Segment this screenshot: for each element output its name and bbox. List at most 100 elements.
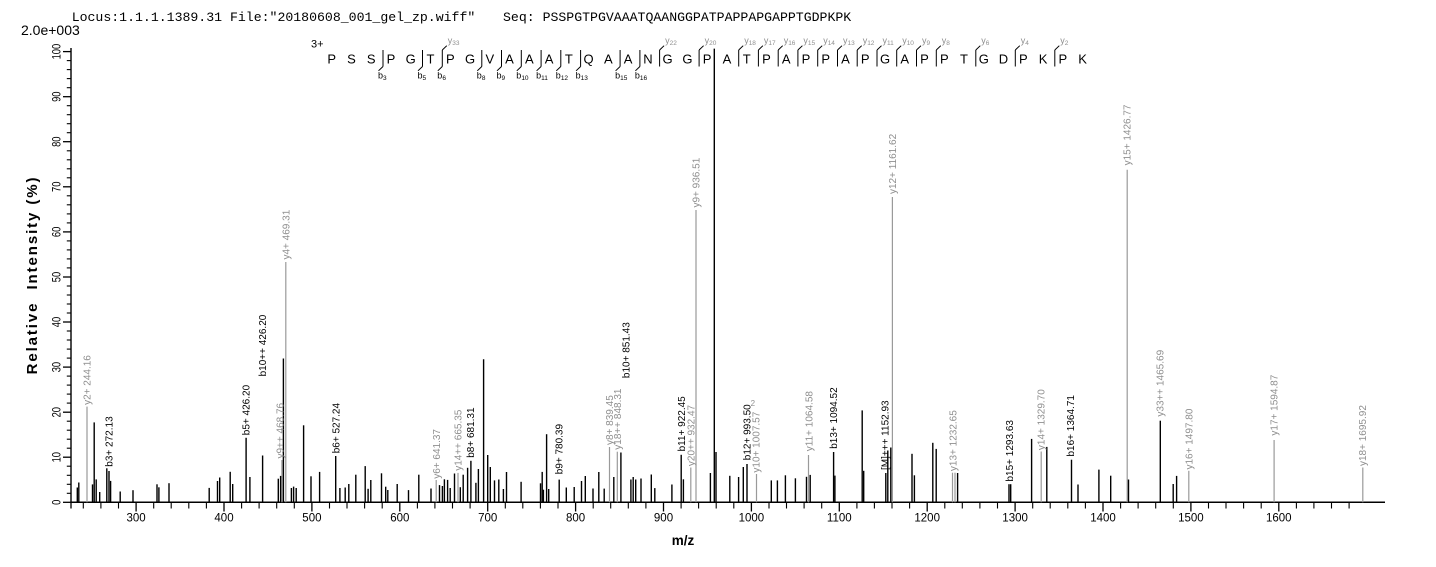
svg-text:S: S (347, 51, 356, 66)
svg-text:y9+ 936.51: y9+ 936.51 (692, 157, 703, 207)
svg-text:Q: Q (584, 51, 594, 66)
svg-text:P: P (1058, 51, 1067, 66)
svg-text:700: 700 (478, 513, 497, 525)
svg-text:y8+ 839.45: y8+ 839.45 (605, 395, 616, 445)
svg-text:Seq: PSSPGTPGVAAATQAANGGPATPAP: Seq: PSSPGTPGVAAATQAANGGPATPAPPAPGAPPTGD… (503, 10, 851, 25)
svg-text:A: A (900, 51, 909, 66)
svg-text:2: 2 (751, 399, 756, 408)
svg-text:G: G (663, 51, 673, 66)
svg-text:A: A (545, 51, 554, 66)
svg-text:900: 900 (654, 513, 673, 525)
svg-text:N: N (643, 51, 652, 66)
svg-text:y12+ 1161.62: y12+ 1161.62 (888, 133, 899, 194)
svg-text:0: 0 (50, 500, 63, 505)
svg-text:y16+ 1497.80: y16+ 1497.80 (1185, 408, 1196, 469)
svg-text:P: P (327, 51, 336, 66)
svg-text:P: P (920, 51, 929, 66)
svg-text:T: T (427, 51, 435, 66)
svg-text:b6: b6 (437, 71, 446, 83)
svg-text:A: A (723, 51, 732, 66)
svg-text:y11: y11 (883, 36, 895, 48)
svg-text:P: P (1019, 51, 1028, 66)
svg-text:b10++ 426.20: b10++ 426.20 (258, 314, 269, 376)
svg-text:2.0e+003: 2.0e+003 (21, 22, 80, 38)
svg-text:Locus:1.1.1.1389.31 File:"2018: Locus:1.1.1.1389.31 File:"20180608_001_g… (72, 10, 476, 25)
svg-text:D: D (999, 51, 1008, 66)
svg-text:V: V (485, 51, 494, 66)
svg-text:600: 600 (390, 513, 409, 525)
svg-text:P: P (802, 51, 811, 66)
svg-text:y9: y9 (922, 36, 931, 48)
svg-text:b15: b15 (615, 71, 628, 83)
svg-text:100: 100 (50, 44, 63, 60)
svg-text:y33++ 1465.69: y33++ 1465.69 (1156, 349, 1167, 416)
svg-text:b9+ 780.39: b9+ 780.39 (554, 424, 565, 475)
svg-text:P: P (387, 51, 396, 66)
svg-text:b5+ 426.20: b5+ 426.20 (242, 384, 253, 435)
svg-text:800: 800 (566, 513, 585, 525)
svg-text:[M]+++ 1152.93: [M]+++ 1152.93 (881, 400, 892, 470)
svg-text:b12+ 993.50: b12+ 993.50 (742, 404, 753, 460)
svg-text:60: 60 (50, 227, 63, 237)
svg-text:b3: b3 (378, 71, 387, 83)
svg-text:30: 30 (50, 362, 63, 372)
svg-text:y11+ 1064.58: y11+ 1064.58 (804, 391, 815, 452)
svg-text:1100: 1100 (827, 513, 852, 525)
svg-text:b11+ 922.45: b11+ 922.45 (677, 396, 688, 452)
svg-text:G: G (406, 51, 416, 66)
svg-text:400: 400 (214, 513, 233, 525)
svg-text:90: 90 (50, 91, 63, 101)
svg-text:b5: b5 (418, 71, 427, 83)
svg-text:y18++ 848.31: y18++ 848.31 (613, 388, 624, 450)
svg-text:P: P (703, 51, 712, 66)
svg-text:1500: 1500 (1178, 513, 1204, 525)
svg-text:A: A (782, 51, 791, 66)
svg-text:80: 80 (50, 136, 63, 146)
svg-text:b8: b8 (477, 71, 486, 83)
svg-text:T: T (743, 51, 751, 66)
svg-text:y16: y16 (784, 36, 796, 48)
svg-text:G: G (979, 51, 989, 66)
svg-text:P: P (861, 51, 870, 66)
svg-text:y13+ 1232.65: y13+ 1232.65 (949, 410, 960, 471)
svg-text:y18+ 1695.92: y18+ 1695.92 (1358, 405, 1369, 466)
svg-text:y15: y15 (803, 36, 815, 48)
svg-text:y12: y12 (863, 36, 875, 48)
svg-text:b10: b10 (516, 71, 529, 83)
svg-text:y20: y20 (705, 36, 717, 48)
svg-text:b11: b11 (536, 71, 548, 83)
svg-text:P: P (940, 51, 949, 66)
svg-text:y14++ 665.35: y14++ 665.35 (454, 409, 465, 471)
svg-text:A: A (841, 51, 850, 66)
svg-text:b9: b9 (497, 71, 506, 83)
svg-text:b15+ 1293.63: b15+ 1293.63 (1005, 420, 1016, 482)
svg-text:b10+ 851.43: b10+ 851.43 (621, 322, 632, 378)
svg-text:T: T (565, 51, 573, 66)
svg-text:y6+ 641.37: y6+ 641.37 (432, 429, 443, 479)
svg-text:y8: y8 (942, 36, 951, 48)
svg-text:K: K (1078, 51, 1087, 66)
svg-text:y10: y10 (902, 36, 914, 48)
svg-text:b13: b13 (576, 71, 589, 83)
svg-text:y20++ 932.47: y20++ 932.47 (686, 404, 697, 466)
svg-text:y17+ 1594.87: y17+ 1594.87 (1270, 374, 1281, 435)
svg-text:y14: y14 (823, 36, 835, 48)
svg-text:y22: y22 (665, 36, 677, 48)
svg-text:b8+ 681.31: b8+ 681.31 (466, 407, 477, 458)
svg-text:20: 20 (50, 407, 63, 417)
svg-text:y4+ 469.31: y4+ 469.31 (281, 209, 292, 259)
svg-text:G: G (682, 51, 692, 66)
svg-text:G: G (880, 51, 890, 66)
svg-text:y15+ 1426.77: y15+ 1426.77 (1123, 104, 1134, 165)
svg-text:y33: y33 (448, 36, 460, 48)
svg-text:1600: 1600 (1266, 513, 1292, 525)
svg-text:b3+ 272.13: b3+ 272.13 (105, 416, 116, 467)
svg-text:y14+ 1329.70: y14+ 1329.70 (1037, 389, 1048, 450)
svg-text:10: 10 (50, 452, 63, 462)
svg-text:b16: b16 (635, 71, 648, 83)
svg-text:y10+ 1007.57: y10+ 1007.57 (752, 411, 763, 472)
svg-text:S: S (367, 51, 376, 66)
svg-text:y2: y2 (1060, 36, 1069, 48)
svg-text:y6: y6 (981, 36, 990, 48)
svg-text:3+: 3+ (311, 39, 324, 51)
